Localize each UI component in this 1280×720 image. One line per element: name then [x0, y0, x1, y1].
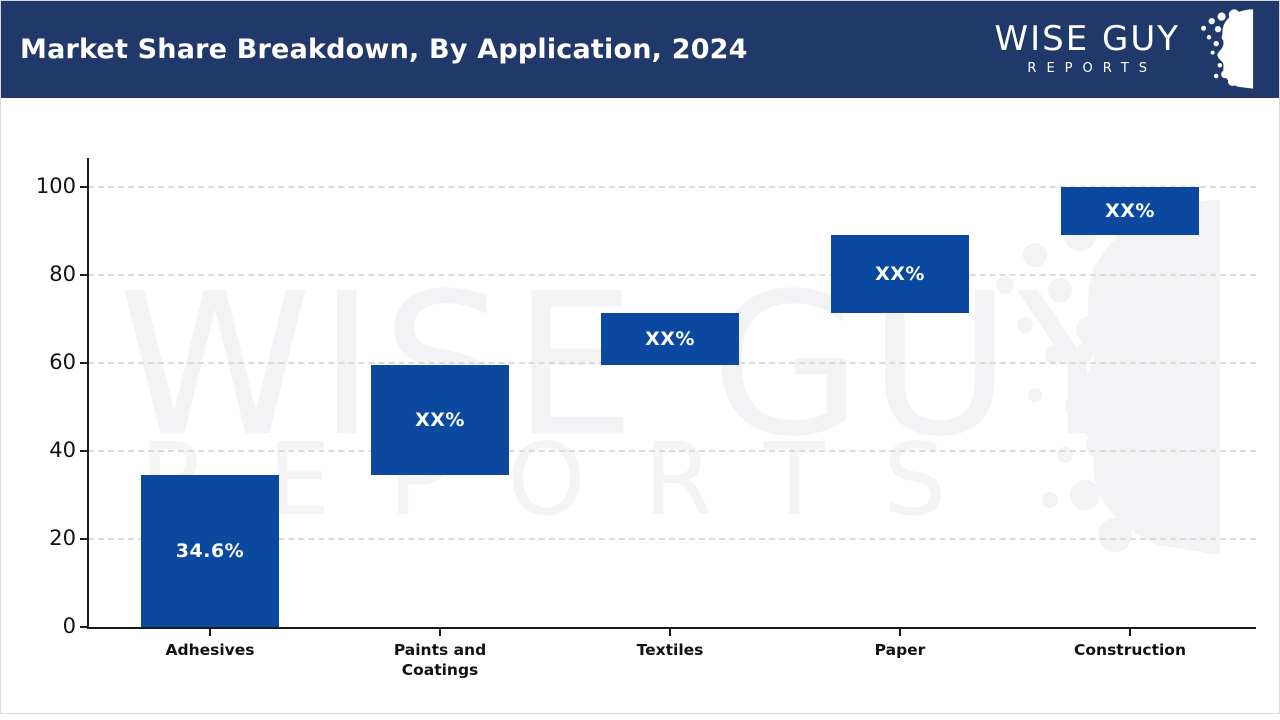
x-tick-mark-0 — [209, 629, 211, 636]
y-tick-label-40: 40 — [49, 438, 76, 462]
bar-value-label: XX% — [415, 408, 465, 431]
x-tick-mark-1 — [439, 629, 441, 636]
bar-adhesives: 34.6% — [141, 474, 279, 627]
x-category-label-0: Adhesives — [165, 641, 255, 659]
x-axis-line — [87, 627, 1256, 629]
bar-value-label: XX% — [875, 262, 925, 285]
bar-paints-and-coatings: XX% — [371, 365, 509, 475]
gridline-40 — [88, 450, 1256, 452]
y-tick-label-0: 0 — [62, 614, 76, 638]
page-title: Market Share Breakdown, By Application, … — [20, 33, 748, 65]
bar-value-label: 34.6% — [175, 539, 245, 562]
header: Market Share Breakdown, By Application, … — [0, 0, 1280, 98]
y-tick-mark-80 — [80, 274, 88, 276]
x-tick-mark-2 — [669, 629, 671, 636]
y-tick-mark-60 — [80, 362, 88, 364]
wise-guy-logo: WISE GUY REPORTS — [994, 7, 1254, 91]
x-category-label-3: Paper — [874, 641, 926, 659]
y-tick-mark-40 — [80, 450, 88, 452]
y-tick-mark-20 — [80, 538, 88, 540]
y-tick-label-100: 100 — [35, 174, 76, 198]
x-category-label-1: Paints and Coatings — [393, 641, 487, 680]
x-category-label-4: Construction — [1074, 641, 1186, 659]
y-tick-label-60: 60 — [49, 350, 76, 374]
y-tick-label-20: 20 — [49, 526, 76, 550]
logo-subtitle: REPORTS — [1027, 61, 1158, 76]
x-category-label-2: Textiles — [636, 641, 704, 659]
bar-textiles: XX% — [601, 312, 739, 366]
logo-wordmark: WISE GUY — [994, 19, 1180, 59]
y-tick-mark-100 — [80, 186, 88, 188]
logo-head-icon — [1201, 9, 1254, 89]
logo-text: WISE GUY REPORTS — [994, 22, 1180, 76]
y-tick-mark-0 — [80, 626, 88, 628]
bar-paper: XX% — [831, 234, 969, 313]
x-tick-mark-4 — [1129, 629, 1131, 636]
x-tick-mark-3 — [899, 629, 901, 636]
gridline-100 — [88, 186, 1256, 188]
y-tick-label-80: 80 — [49, 262, 76, 286]
bar-value-label: XX% — [645, 328, 695, 350]
gridline-80 — [88, 274, 1256, 276]
y-axis-line — [87, 158, 89, 628]
gridline-20 — [88, 538, 1256, 540]
bar-construction: XX% — [1061, 187, 1199, 235]
bar-value-label: XX% — [1105, 199, 1155, 222]
